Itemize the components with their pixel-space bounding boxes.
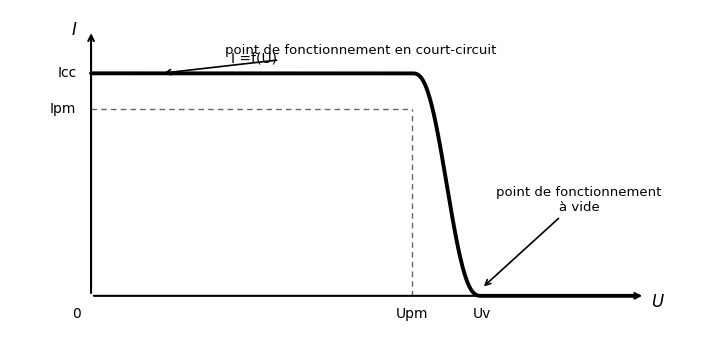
Text: point de fonctionnement
à vide: point de fonctionnement à vide (485, 186, 662, 285)
Text: Ipm: Ipm (50, 102, 76, 116)
Text: 0: 0 (72, 307, 81, 321)
Text: Upm: Upm (395, 307, 428, 321)
Text: U: U (651, 293, 663, 311)
Text: point de fonctionnement en court-circuit: point de fonctionnement en court-circuit (165, 44, 496, 75)
Text: I: I (71, 21, 76, 39)
Text: Uv: Uv (472, 307, 491, 321)
Text: Icc: Icc (57, 66, 76, 80)
Text: I =f(U): I =f(U) (231, 52, 278, 66)
